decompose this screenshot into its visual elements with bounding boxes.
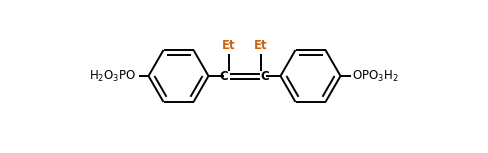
Text: $\mathsf{H_2O_3PO}$: $\mathsf{H_2O_3PO}$ bbox=[89, 68, 136, 84]
Text: $\mathsf{OPO_3H_2}$: $\mathsf{OPO_3H_2}$ bbox=[352, 68, 398, 84]
Text: Et: Et bbox=[221, 39, 235, 52]
Text: C: C bbox=[260, 69, 269, 82]
Text: C: C bbox=[219, 69, 228, 82]
Text: Et: Et bbox=[253, 39, 267, 52]
